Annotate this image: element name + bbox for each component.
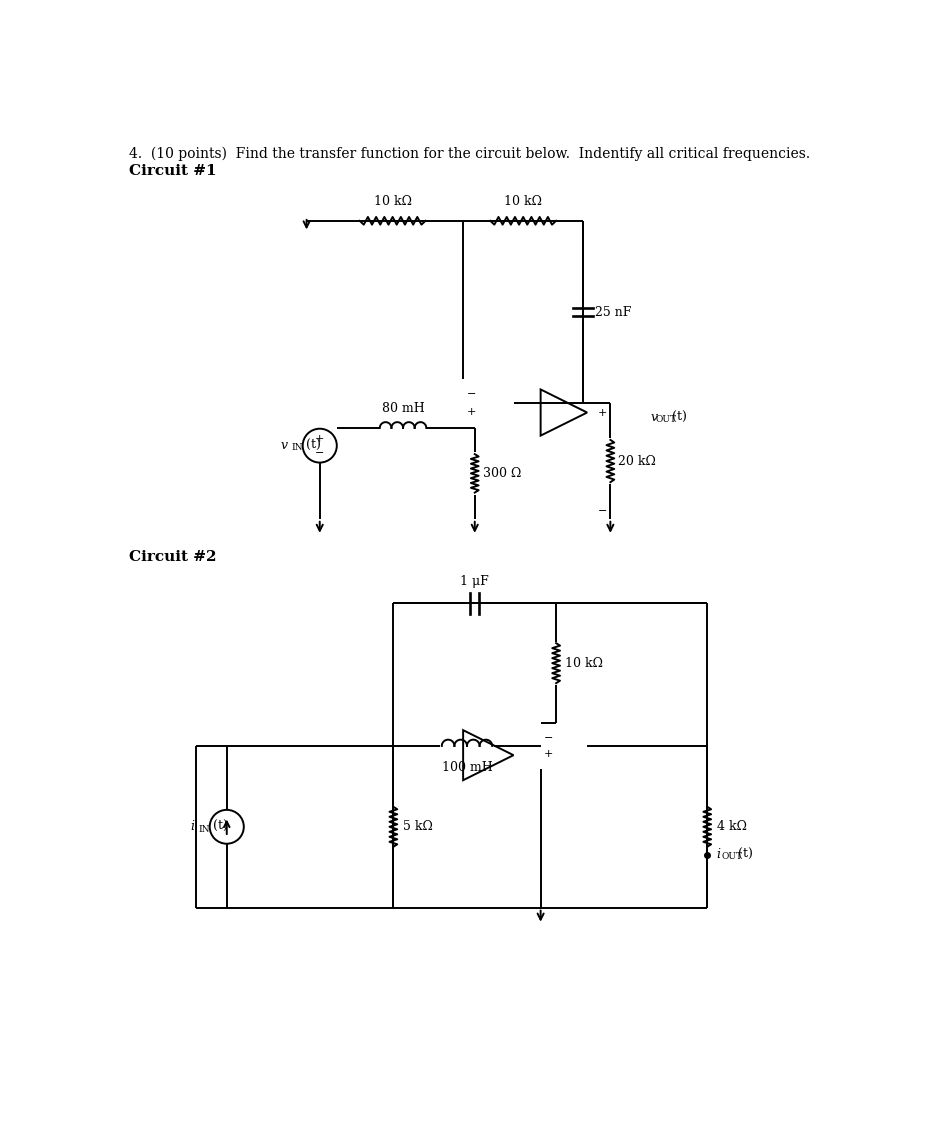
Text: 20 kΩ: 20 kΩ (618, 454, 656, 468)
Text: (t): (t) (213, 820, 228, 833)
Text: 10 kΩ: 10 kΩ (504, 195, 542, 208)
Text: 1 μF: 1 μF (461, 575, 489, 588)
Text: v: v (280, 439, 288, 452)
Text: 100 mH: 100 mH (442, 762, 492, 774)
Text: 10 kΩ: 10 kΩ (374, 195, 412, 208)
Text: Circuit #2: Circuit #2 (129, 549, 217, 563)
Text: 300 Ω: 300 Ω (482, 467, 521, 479)
Text: 10 kΩ: 10 kΩ (566, 657, 604, 670)
Text: +: + (467, 407, 477, 418)
Text: 4 kΩ: 4 kΩ (716, 820, 746, 833)
Text: (t): (t) (738, 848, 753, 861)
Text: 25 nF: 25 nF (595, 305, 631, 319)
Text: (t): (t) (672, 411, 687, 423)
Text: −: − (467, 389, 477, 399)
Text: +: + (598, 407, 607, 418)
Text: +: + (315, 434, 324, 444)
Text: i: i (716, 848, 721, 861)
Text: (t): (t) (306, 439, 321, 452)
Text: OUT: OUT (656, 415, 676, 424)
Text: IN: IN (292, 444, 304, 452)
Text: 4.  (10 points)  Find the transfer function for the circuit below.  Indentify al: 4. (10 points) Find the transfer functio… (129, 147, 810, 162)
Text: IN: IN (199, 825, 210, 834)
Text: +: + (544, 749, 553, 759)
Text: Circuit #1: Circuit #1 (129, 164, 217, 178)
Text: v: v (651, 411, 657, 423)
Text: −: − (544, 733, 553, 742)
Text: −: − (598, 506, 607, 516)
Text: 80 mH: 80 mH (381, 401, 425, 415)
Text: i: i (190, 820, 194, 833)
Text: OUT: OUT (721, 852, 743, 861)
Text: −: − (315, 447, 324, 458)
Text: 5 kΩ: 5 kΩ (403, 820, 432, 833)
